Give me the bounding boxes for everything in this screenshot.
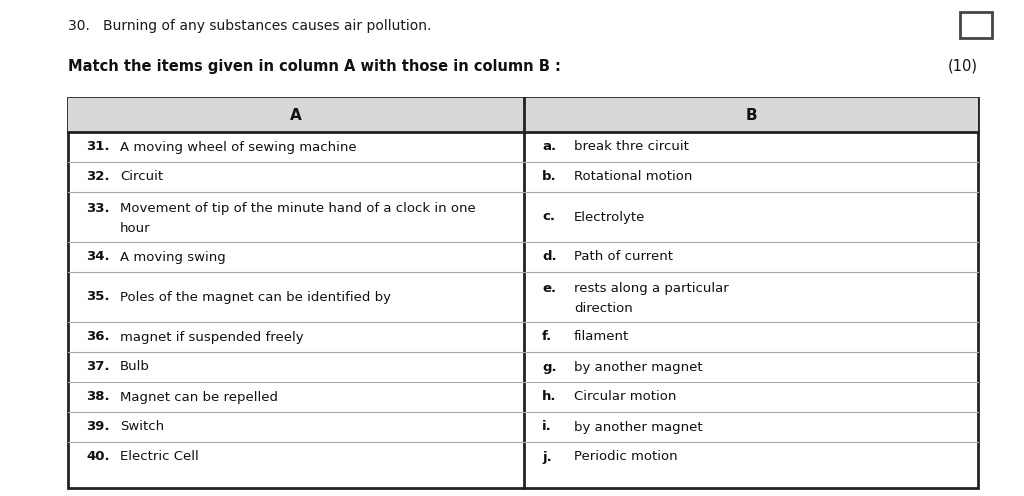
Text: 32.: 32.: [86, 171, 110, 184]
Text: by another magnet: by another magnet: [574, 361, 702, 373]
Text: magnet if suspended freely: magnet if suspended freely: [120, 330, 304, 344]
Text: Switch: Switch: [120, 421, 164, 434]
Text: c.: c.: [542, 210, 555, 224]
Text: hour: hour: [120, 222, 151, 235]
Text: direction: direction: [574, 302, 633, 315]
Bar: [961, 12, 992, 38]
Text: d.: d.: [542, 250, 557, 263]
Text: rests along a particular: rests along a particular: [574, 282, 729, 295]
Text: e.: e.: [542, 282, 556, 295]
Text: A moving swing: A moving swing: [120, 250, 225, 263]
Text: Periodic motion: Periodic motion: [574, 450, 678, 463]
Text: Electric Cell: Electric Cell: [120, 450, 199, 463]
Text: (10): (10): [948, 59, 978, 73]
Text: 40.: 40.: [86, 450, 110, 463]
Text: f.: f.: [542, 330, 552, 344]
Text: Magnet can be repelled: Magnet can be repelled: [120, 390, 278, 404]
Text: filament: filament: [574, 330, 630, 344]
Text: i.: i.: [542, 421, 552, 434]
Bar: [68, 98, 978, 132]
Text: 36.: 36.: [86, 330, 110, 344]
Text: A moving wheel of sewing machine: A moving wheel of sewing machine: [120, 140, 356, 153]
Text: Poles of the magnet can be identified by: Poles of the magnet can be identified by: [120, 291, 391, 304]
Text: a.: a.: [542, 140, 556, 153]
Text: Movement of tip of the minute hand of a clock in one: Movement of tip of the minute hand of a …: [120, 202, 476, 215]
Text: 30.   Burning of any substances causes air pollution.: 30. Burning of any substances causes air…: [68, 19, 431, 33]
Text: Match the items given in column A with those in column B :: Match the items given in column A with t…: [68, 59, 561, 73]
Text: g.: g.: [542, 361, 557, 373]
Text: 31.: 31.: [86, 140, 110, 153]
Text: 34.: 34.: [86, 250, 110, 263]
Text: 38.: 38.: [86, 390, 110, 404]
Text: B: B: [745, 108, 757, 123]
Text: by another magnet: by another magnet: [574, 421, 702, 434]
Text: Circuit: Circuit: [120, 171, 163, 184]
Text: 35.: 35.: [86, 291, 110, 304]
Text: h.: h.: [542, 390, 556, 404]
Text: Rotational motion: Rotational motion: [574, 171, 692, 184]
Text: Bulb: Bulb: [120, 361, 150, 373]
Text: Circular motion: Circular motion: [574, 390, 677, 404]
Text: Path of current: Path of current: [574, 250, 673, 263]
Text: 39.: 39.: [86, 421, 110, 434]
Text: break thre circuit: break thre circuit: [574, 140, 689, 153]
Text: A: A: [290, 108, 302, 123]
Text: j.: j.: [542, 450, 552, 463]
Text: 37.: 37.: [86, 361, 110, 373]
Text: Electrolyte: Electrolyte: [574, 210, 645, 224]
Bar: [68, 98, 978, 488]
Text: b.: b.: [542, 171, 557, 184]
Text: 33.: 33.: [86, 202, 110, 215]
